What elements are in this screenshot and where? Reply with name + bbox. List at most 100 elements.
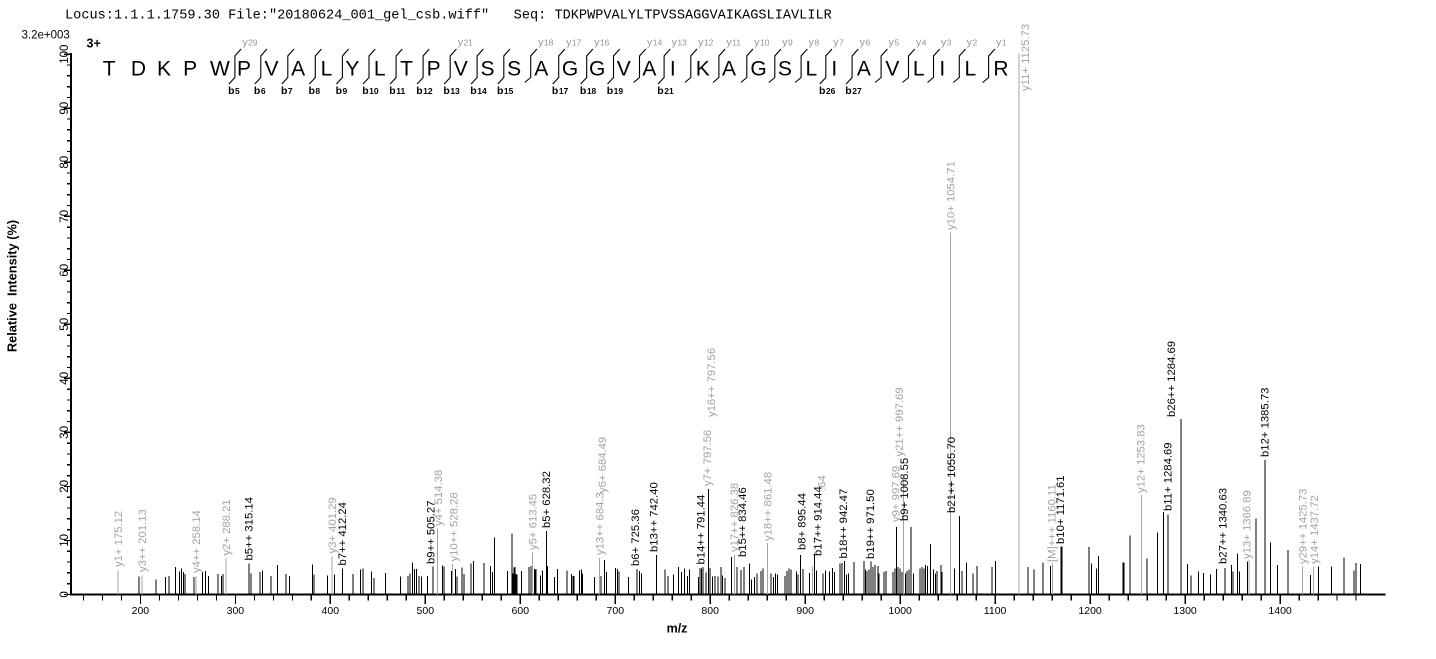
svg-text:R: R [993, 58, 1008, 81]
svg-text:100: 100 [59, 45, 71, 64]
svg-text:80: 80 [59, 156, 71, 169]
svg-text:y7+ 797.56: y7+ 797.56 [702, 430, 714, 486]
svg-text:I: I [939, 58, 945, 81]
svg-text:y21++ 997.69: y21++ 997.69 [894, 387, 906, 456]
svg-text:y11: y11 [726, 37, 741, 49]
svg-text:b6: b6 [254, 85, 266, 97]
svg-text:S: S [507, 58, 521, 81]
svg-text:W: W [210, 58, 230, 81]
svg-text:m/z: m/z [667, 622, 688, 636]
svg-text:y11+ 1125.73: y11+ 1125.73 [1020, 24, 1032, 91]
svg-text:Relative Intensity (%): Relative Intensity (%) [5, 220, 20, 352]
svg-text:b6+ 725.36: b6+ 725.36 [630, 509, 642, 566]
svg-text:L: L [805, 58, 817, 81]
svg-text:b17++ 914.44: b17++ 914.44 [813, 486, 825, 556]
svg-text:b8: b8 [309, 85, 321, 97]
svg-text:1300: 1300 [1173, 605, 1197, 617]
svg-text:y18: y18 [538, 37, 553, 49]
svg-text:b26++ 1284.69: b26++ 1284.69 [1166, 341, 1178, 417]
svg-text:y1: y1 [996, 37, 1007, 49]
svg-text:L: L [374, 58, 386, 81]
svg-text:b12+ 1385.73: b12+ 1385.73 [1260, 388, 1272, 457]
svg-text:b19++ 971.50: b19++ 971.50 [865, 489, 877, 559]
svg-text:V: V [885, 58, 899, 81]
svg-text:y10: y10 [754, 37, 769, 49]
svg-text:G: G [750, 58, 766, 81]
svg-text:b7: b7 [281, 85, 293, 97]
svg-text:y5+ 613.45: y5+ 613.45 [528, 494, 540, 550]
svg-text:S: S [480, 58, 494, 81]
svg-text:b13++ 742.40: b13++ 742.40 [648, 482, 660, 552]
svg-text:y12+ 1253.83: y12+ 1253.83 [1136, 424, 1148, 493]
svg-text:y29++ 1425.73: y29++ 1425.73 [1297, 489, 1309, 564]
svg-text:y13: y13 [672, 37, 687, 49]
svg-text:A: A [722, 58, 736, 81]
svg-text:b8+ 895.44: b8+ 895.44 [796, 493, 808, 550]
svg-text:[M]+++ 1160.11: [M]+++ 1160.11 [1047, 484, 1059, 562]
svg-text:y16++ 797.56: y16++ 797.56 [706, 348, 718, 417]
svg-text:b18++ 942.47: b18++ 942.47 [838, 489, 850, 559]
svg-text:y4++ 258.14: y4++ 258.14 [191, 510, 203, 573]
svg-text:1100: 1100 [984, 605, 1007, 617]
svg-text:P: P [427, 58, 441, 81]
svg-text:D: D [131, 58, 146, 81]
svg-text:V: V [264, 58, 278, 81]
svg-text:y6+ 684.49: y6+ 684.49 [597, 437, 609, 493]
svg-text:b21++ 1055.70: b21++ 1055.70 [946, 437, 958, 513]
svg-text:y10++ 528.28: y10++ 528.28 [449, 492, 461, 561]
svg-text:A: A [291, 58, 305, 81]
svg-text:b27: b27 [845, 85, 862, 97]
svg-text:y17++ 826.38: y17++ 826.38 [729, 483, 741, 552]
svg-text:b10: b10 [362, 85, 379, 97]
svg-text:.64: .64 [817, 475, 829, 491]
svg-text:y14: y14 [647, 37, 662, 49]
svg-text:G: G [562, 58, 578, 81]
svg-text:b9++ 505.27: b9++ 505.27 [426, 501, 438, 564]
svg-text:G: G [589, 58, 605, 81]
svg-text:b13: b13 [443, 85, 460, 97]
svg-text:y3++ 201.13: y3++ 201.13 [137, 509, 149, 572]
svg-text:3+: 3+ [87, 37, 101, 51]
svg-text:b11+ 1284.69: b11+ 1284.69 [1163, 442, 1175, 511]
svg-text:b14++ 791.44: b14++ 791.44 [696, 495, 708, 565]
svg-text:T: T [103, 58, 116, 81]
svg-text:y6: y6 [860, 37, 871, 49]
svg-text:0: 0 [59, 591, 71, 597]
svg-text:b19: b19 [607, 85, 624, 97]
svg-text:70: 70 [59, 210, 71, 223]
svg-text:b12: b12 [416, 85, 433, 97]
svg-text:10: 10 [59, 534, 71, 547]
svg-text:400: 400 [322, 605, 340, 617]
svg-text:y2: y2 [967, 37, 978, 49]
svg-text:V: V [454, 58, 468, 81]
svg-text:y16: y16 [594, 37, 609, 49]
svg-text:y14+ 1437.72: y14+ 1437.72 [1309, 495, 1321, 564]
svg-text:600: 600 [512, 605, 530, 617]
svg-text:b5++ 315.14: b5++ 315.14 [244, 497, 256, 560]
svg-text:y9: y9 [782, 37, 793, 49]
svg-text:L: L [321, 58, 333, 81]
svg-text:b26: b26 [819, 85, 836, 97]
svg-text:Locus:1.1.1.1759.30 File:"2018: Locus:1.1.1.1759.30 File:"20180624_001_g… [65, 9, 832, 24]
svg-text:b5+ 628.32: b5+ 628.32 [541, 471, 553, 528]
svg-text:y9+ 997.69: y9+ 997.69 [891, 466, 903, 522]
svg-text:A: A [642, 58, 656, 81]
svg-text:200: 200 [132, 605, 150, 617]
svg-text:30: 30 [59, 426, 71, 439]
svg-text:Y: Y [345, 58, 359, 81]
svg-text:A: A [534, 58, 548, 81]
svg-text:P: P [183, 58, 197, 81]
svg-text:900: 900 [796, 605, 814, 617]
svg-text:I: I [831, 58, 837, 81]
svg-text:y12: y12 [698, 37, 713, 49]
svg-text:b10+ 1171.61: b10+ 1171.61 [1055, 475, 1067, 544]
svg-text:1200: 1200 [1078, 605, 1102, 617]
svg-text:y21: y21 [458, 37, 473, 49]
svg-text:y3+ 401.29: y3+ 401.29 [327, 497, 339, 553]
svg-text:P: P [237, 58, 251, 81]
svg-text:I: I [670, 58, 676, 81]
svg-text:60: 60 [59, 264, 71, 277]
svg-text:b11: b11 [389, 85, 405, 97]
svg-text:V: V [617, 58, 631, 81]
svg-text:y4+ 514.38: y4+ 514.38 [433, 470, 445, 526]
